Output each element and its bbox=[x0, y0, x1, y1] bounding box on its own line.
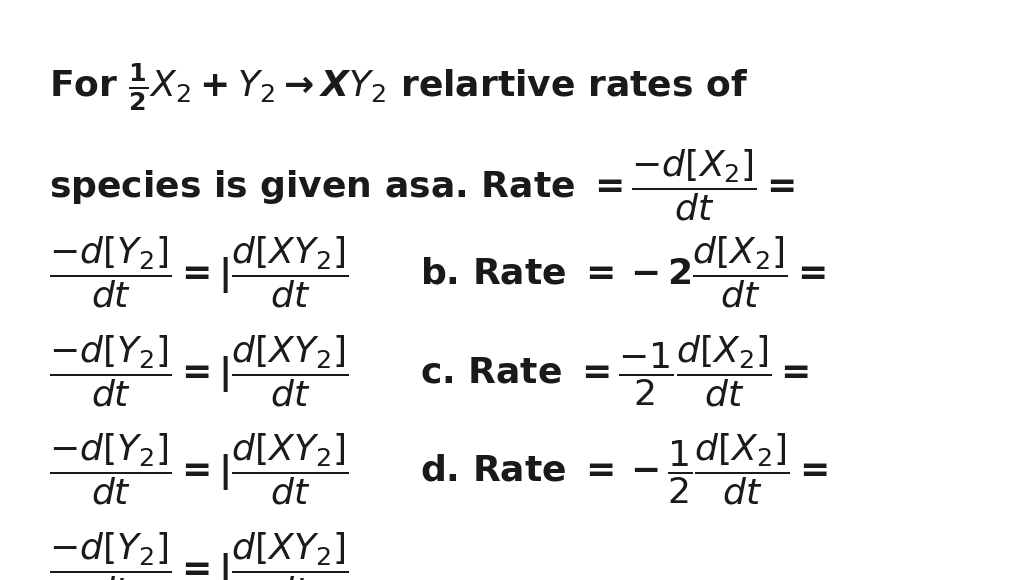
Text: b. Rate $\boldsymbol{= -2\dfrac{d[X_2]}{dt} =}$: b. Rate $\boldsymbol{= -2\dfrac{d[X_2]}{… bbox=[420, 235, 825, 310]
Text: d. Rate $\boldsymbol{= -\dfrac{1}{2}\dfrac{d[X_2]}{dt} =}$: d. Rate $\boldsymbol{= -\dfrac{1}{2}\dfr… bbox=[420, 432, 827, 508]
Text: c. Rate $\boldsymbol{= \dfrac{-1}{2}\dfrac{d[X_2]}{dt} =}$: c. Rate $\boldsymbol{= \dfrac{-1}{2}\dfr… bbox=[420, 334, 809, 409]
Text: For $\mathbf{\frac{1}{2}}\boldsymbol{X_2 + Y_2 \rightarrow XY_2}$ relartive rate: For $\mathbf{\frac{1}{2}}\boldsymbol{X_2… bbox=[49, 61, 749, 113]
Text: $\boldsymbol{\dfrac{-d[Y_2]}{dt} = |\dfrac{d[XY_2]}{dt}}$: $\boldsymbol{\dfrac{-d[Y_2]}{dt} = |\dfr… bbox=[49, 531, 349, 580]
Text: species is given asa. Rate $\boldsymbol{= \dfrac{-d[X_2]}{dt} =}$: species is given asa. Rate $\boldsymbol{… bbox=[49, 148, 796, 223]
Text: $\boldsymbol{\dfrac{-d[Y_2]}{dt} = |\dfrac{d[XY_2]}{dt}}$: $\boldsymbol{\dfrac{-d[Y_2]}{dt} = |\dfr… bbox=[49, 432, 349, 508]
Text: $\boldsymbol{\dfrac{-d[Y_2]}{dt} = |\dfrac{d[XY_2]}{dt}}$: $\boldsymbol{\dfrac{-d[Y_2]}{dt} = |\dfr… bbox=[49, 334, 349, 409]
Text: $\boldsymbol{\dfrac{-d[Y_2]}{dt} = |\dfrac{d[XY_2]}{dt}}$: $\boldsymbol{\dfrac{-d[Y_2]}{dt} = |\dfr… bbox=[49, 235, 349, 310]
